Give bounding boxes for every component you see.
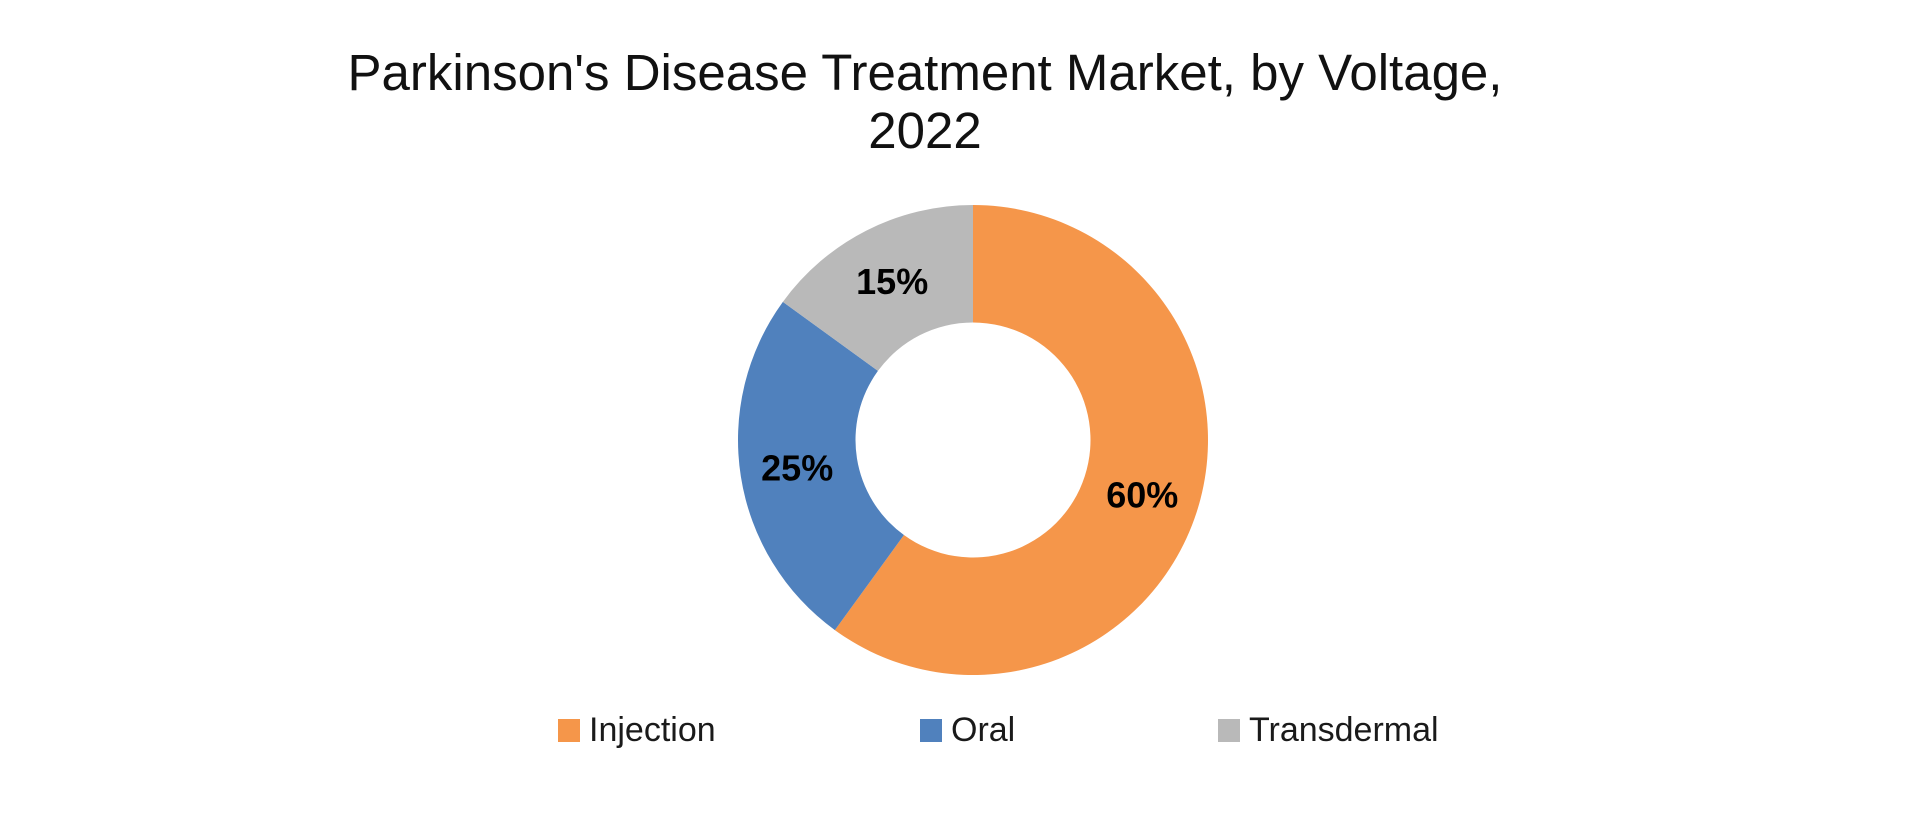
legend-label-oral: Oral bbox=[951, 710, 1016, 749]
data-label-transdermal: 15% bbox=[856, 261, 928, 302]
chart-title: Parkinson's Disease Treatment Market, by… bbox=[0, 44, 1850, 160]
legend-label-transdermal: Transdermal bbox=[1249, 710, 1439, 749]
chart-title-line-1: Parkinson's Disease Treatment Market, by… bbox=[347, 44, 1503, 101]
donut-slice-transdermal bbox=[782, 205, 973, 371]
legend-label-injection: Injection bbox=[589, 710, 716, 749]
legend-swatch-oral bbox=[920, 718, 942, 742]
chart-title-line-2: 2022 bbox=[868, 102, 982, 159]
data-label-oral: 25% bbox=[761, 447, 833, 488]
legend-item-transdermal: Transdermal bbox=[1218, 710, 1439, 749]
legend-item-injection: Injection bbox=[558, 710, 716, 749]
legend-item-oral: Oral bbox=[920, 710, 1016, 749]
donut-chart: 60% 25% 15% bbox=[738, 205, 1208, 675]
donut-slice-injection bbox=[834, 205, 1208, 675]
legend-swatch-transdermal bbox=[1218, 718, 1240, 742]
legend: Injection Oral Transdermal bbox=[0, 710, 1920, 752]
legend-swatch-injection bbox=[558, 718, 580, 742]
data-label-injection: 60% bbox=[1106, 475, 1178, 516]
donut-slice-oral bbox=[738, 301, 904, 631]
